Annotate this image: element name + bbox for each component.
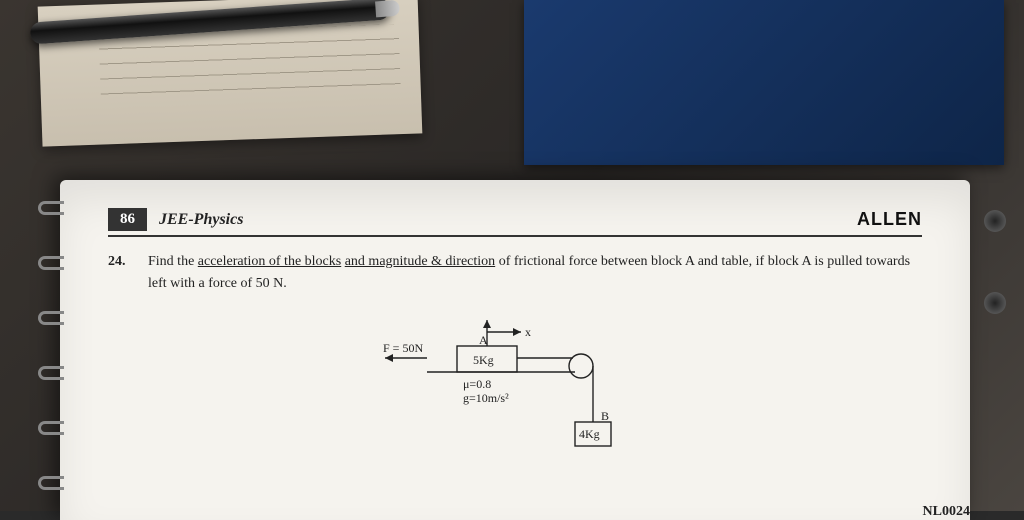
spiral-ring xyxy=(38,311,64,325)
book-page: 86 JEE-Physics ALLEN 24. Find the accele… xyxy=(60,180,970,520)
qtext-underlined2: and magnitude & direction xyxy=(345,254,495,269)
question-text: Find the acceleration of the blocks and … xyxy=(148,251,922,294)
spiral-ring xyxy=(38,201,64,215)
spiral-ring xyxy=(38,421,64,435)
brand-logo: ALLEN xyxy=(857,209,922,230)
question-number: 24. xyxy=(108,251,134,294)
spiral-binding xyxy=(38,180,66,510)
blue-folder xyxy=(524,0,1004,165)
qtext-part1: Find the xyxy=(148,254,198,269)
problem-code: NL0024 xyxy=(923,504,970,520)
force-label: F = 50N xyxy=(383,341,423,355)
physics-diagram: F = 50N x A 5Kg μ=0.8 g=10m/s² xyxy=(365,308,665,458)
pen-tip xyxy=(375,0,400,17)
header-rule xyxy=(108,235,922,237)
page-header: 86 JEE-Physics ALLEN xyxy=(108,208,922,231)
question-block: 24. Find the acceleration of the blocks … xyxy=(108,251,922,294)
block-a-mass: 5Kg xyxy=(473,353,494,367)
binder-hole xyxy=(984,292,1006,314)
diagram-container: F = 50N x A 5Kg μ=0.8 g=10m/s² xyxy=(108,308,922,458)
block-a-label: A xyxy=(479,333,488,347)
spiral-ring xyxy=(38,476,64,490)
page-number: 86 xyxy=(108,208,147,231)
spiral-ring xyxy=(38,366,64,380)
binder-hole xyxy=(984,210,1006,232)
block-b-label: B xyxy=(601,409,609,423)
qtext-underlined1: acceleration of the blocks xyxy=(198,254,341,269)
subject-title: JEE-Physics xyxy=(159,211,243,229)
spiral-ring xyxy=(38,256,64,270)
axis-x-label: x xyxy=(525,325,531,339)
g-label: g=10m/s² xyxy=(463,391,509,405)
binder-holes xyxy=(984,210,1008,314)
block-b-mass: 4Kg xyxy=(579,427,600,441)
mu-label: μ=0.8 xyxy=(463,377,491,391)
